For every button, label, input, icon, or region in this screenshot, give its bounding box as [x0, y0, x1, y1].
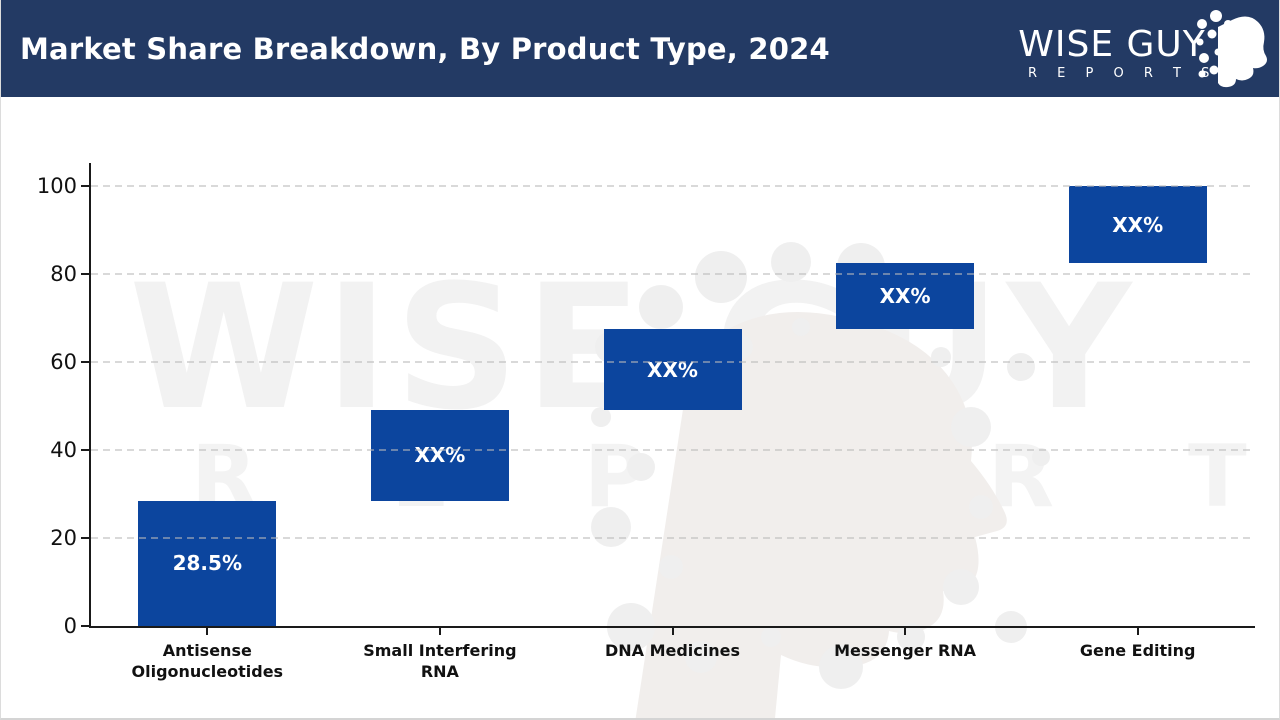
bar-value-label: 28.5%: [172, 551, 242, 576]
y-axis-tick: [81, 449, 89, 451]
grid-line: [91, 449, 1254, 451]
grid-line: [91, 361, 1254, 363]
x-category-label: Small Interfering RNA: [363, 641, 517, 681]
bar-value-label: XX%: [1112, 212, 1164, 237]
logo-wiseguy-text: WISE GUY: [1018, 24, 1206, 65]
y-axis-tick: [81, 625, 89, 627]
x-category-label: DNA Medicines: [604, 641, 741, 660]
chart-title: Market Share Breakdown, By Product Type,…: [20, 31, 830, 66]
y-axis-tick-label: 80: [50, 262, 77, 286]
y-axis-line: [89, 163, 91, 628]
y-axis-tick: [81, 361, 89, 363]
y-axis-tick-label: 0: [63, 614, 77, 638]
bar: XX%: [603, 329, 742, 411]
grid-line: [91, 273, 1254, 275]
x-axis-line: [89, 626, 1255, 628]
y-axis-tick: [81, 537, 89, 539]
x-axis-tick: [671, 628, 674, 635]
y-axis-tick: [81, 185, 89, 187]
bar: XX%: [370, 410, 509, 501]
x-category-label: Messenger RNA: [834, 641, 977, 660]
y-axis-tick-label: 20: [50, 526, 77, 550]
x-category-label: Antisense Oligonucleotides: [131, 641, 284, 681]
x-category-label: Gene Editing: [1079, 641, 1196, 660]
bar: XX%: [1068, 186, 1207, 263]
grid-line: [91, 537, 1254, 539]
y-axis-tick-label: 40: [50, 438, 77, 462]
wise-guy-reports-logo: WISE GUY R E P O R T S: [1018, 8, 1270, 90]
logo-reports-text: R E P O R T S: [1028, 66, 1218, 81]
y-axis-tick-label: 100: [36, 174, 77, 198]
logo-face-icon: [1196, 10, 1267, 88]
bar-value-label: XX%: [414, 443, 466, 468]
y-axis-tick: [81, 273, 89, 275]
x-axis-tick: [1136, 628, 1139, 635]
x-axis-tick: [904, 628, 907, 635]
grid-line: [91, 185, 1254, 187]
bar: 28.5%: [138, 500, 277, 626]
bar-value-label: XX%: [879, 284, 931, 308]
y-axis-tick-label: 60: [50, 350, 77, 374]
x-axis-tick: [206, 628, 209, 635]
x-axis-tick: [438, 628, 441, 635]
header-bar: Market Share Breakdown, By Product Type,…: [1, 0, 1279, 97]
